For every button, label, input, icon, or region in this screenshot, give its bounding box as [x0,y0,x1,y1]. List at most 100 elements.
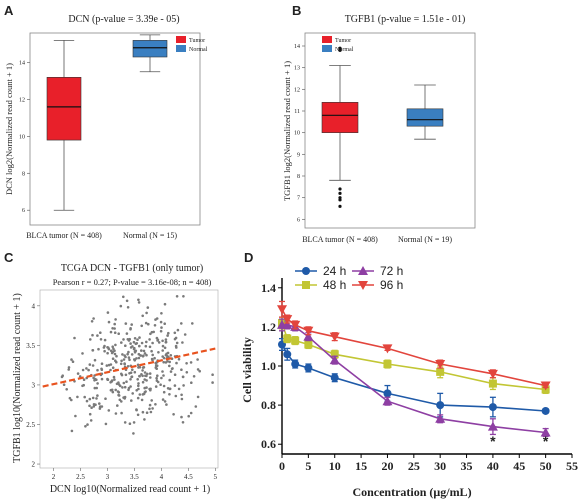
panel-d-xtick-label: 30 [434,459,446,473]
panel-c-point [65,388,68,391]
panel-c-point [117,381,120,384]
panel-a-plot-frame [29,32,201,226]
panel-c-point [120,372,123,376]
panel-c-point [177,387,181,391]
panel-c-point [126,338,130,341]
panel-c-point [157,341,161,344]
panel-c-point [154,403,157,406]
panel-c-point [132,432,135,435]
panel-c-point [122,295,125,299]
panel-c-point [111,345,114,349]
panel-c-point [173,373,177,377]
panel-c-point [124,355,127,359]
panel-b-ytick-label: 14 [294,44,300,50]
panel-d-xtick-label: 55 [566,459,578,473]
panel-c-point [106,351,109,355]
panel-d-line-24h [281,344,546,412]
panel-c-point [74,414,77,418]
panel-b-ylabel: TGFB1 log2(Normalized read count + 1) [282,61,292,201]
panel-d-legend-marker-72h [358,266,368,275]
panel-c-point [86,423,89,426]
panel-c-point [192,375,196,378]
panel-a-ytick-label: 10 [19,134,25,140]
panel-c-point [138,366,142,369]
panel-b-ytick-label: 11 [294,109,300,115]
panel-c-point [70,429,74,433]
panel-a-legend-swatch-tumor [176,36,186,43]
panel-c-point [182,384,185,387]
panel-c-point [76,372,80,375]
panel-c-point [187,414,190,418]
panel-d-point-72h [329,355,340,365]
panel-b-ytick-label: 10 [294,131,300,137]
panel-c-point [130,375,133,379]
panel-c-point [162,360,165,364]
panel-c-point [138,393,142,396]
panel-d-point-24h [488,403,497,412]
panel-c-ytick-label: 3 [32,381,36,389]
panel-c-point [211,373,214,377]
panel-c-point [140,398,144,402]
panel-c-point [163,322,166,326]
panel-c-point [137,382,140,385]
panel-c-point [119,362,123,366]
panel-c-point [92,317,95,320]
panel-c-point [136,413,140,417]
panel-c-point [145,374,148,378]
panel-c-point [92,403,96,406]
panel-c-point [109,330,113,334]
panel-c-point [89,419,93,422]
panel-c-point [112,375,116,379]
panel-c-point [211,381,214,384]
panel-c-point [128,358,131,362]
panel-c-point [173,384,177,387]
panel-c-point [107,347,111,351]
panel-a-ytick-label: 12 [19,97,25,103]
panel-c-point [173,337,177,341]
panel-label-c: C [4,250,14,265]
panel-c-point [81,384,84,388]
panel-c-point [122,381,126,385]
panel-c-point [91,333,94,337]
panel-c-point [120,341,123,344]
panel-c-point [163,302,167,306]
panel-c-point [117,332,120,336]
panel-c-point [90,320,94,323]
panel-d-point-48h [283,334,292,343]
panel-d-ytick-label: 0.8 [261,398,276,412]
panel-c-point [143,418,146,421]
panel-c-point [146,306,150,309]
panel-c-point [160,326,163,329]
panel-c-point [123,397,126,400]
panel-c-point [138,336,141,339]
panel-c-point [180,322,183,325]
panel-c-point [160,376,163,380]
panel-c-ytick-label: 3.5 [26,342,35,350]
panel-c-point [145,340,148,344]
panel-c-point [133,350,137,354]
panel-c-point [183,333,187,336]
panel-c-point [114,343,117,347]
panel-c-point [198,369,201,373]
panel-c-point [155,376,158,380]
panel-c-point [88,404,91,408]
panel-c-point [166,351,170,355]
panel-d-legend-label-24h: 24 h [323,264,346,278]
panel-c-point [148,338,151,341]
panel-d-point-96h [277,305,287,315]
panel-c-point [92,376,95,380]
panel-label-a: A [4,3,14,18]
panel-c-point [96,334,99,337]
panel-a-ytick-label: 8 [22,171,25,177]
panel-c-point [147,322,150,326]
panel-d-xtick-label: 45 [513,459,525,473]
panel-c-point [156,339,159,342]
panel-c-point [114,318,117,321]
panel-d-xtick-label: 20 [381,459,393,473]
panel-c-point [141,314,144,318]
panel-c-point [160,312,163,315]
panel-c-point [127,356,131,359]
panel-c-point [154,364,158,367]
panel-c-point [133,346,136,350]
panel-c-point [111,327,114,330]
